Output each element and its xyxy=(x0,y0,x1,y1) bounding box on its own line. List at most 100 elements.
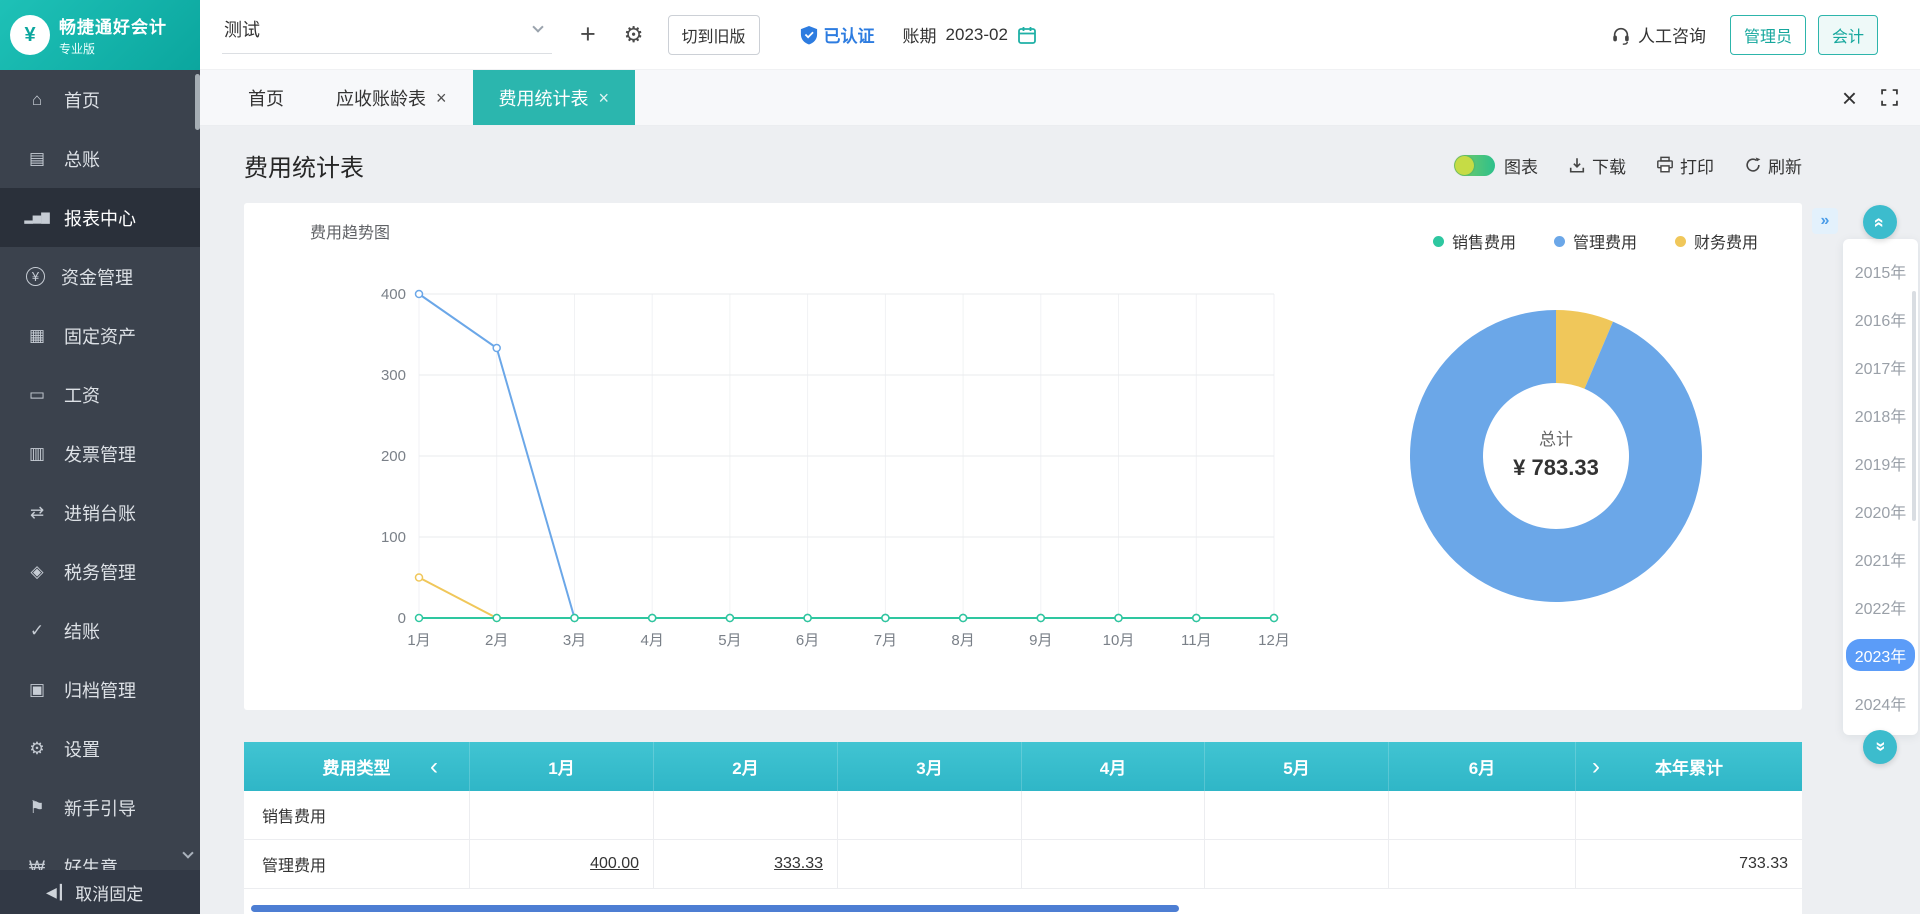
close-tab-bar-icon[interactable]: × xyxy=(1841,82,1857,113)
sidebar-item-label: 工资 xyxy=(64,385,100,406)
download-button[interactable]: 下载 xyxy=(1568,153,1626,178)
closing-icon: ✓ xyxy=(29,620,45,640)
year-item-2015[interactable]: 2015年 xyxy=(1843,247,1918,295)
sidebar-item-general-ledger[interactable]: ▤ 总账 xyxy=(0,129,200,188)
legend-label: 销售费用 xyxy=(1451,235,1516,252)
salary-icon: ▭ xyxy=(28,384,46,404)
print-icon xyxy=(1657,156,1673,173)
year-item-2021[interactable]: 2021年 xyxy=(1843,535,1918,583)
chart-view-toggle[interactable] xyxy=(1454,154,1495,176)
table-cell xyxy=(1022,840,1205,888)
svg-text:400: 400 xyxy=(381,286,406,303)
add-company-button[interactable]: + xyxy=(580,21,596,48)
sidebar-scroll-down-icon[interactable] xyxy=(182,844,194,862)
year-item-2023[interactable]: 2023年 xyxy=(1843,631,1918,679)
calendar-icon[interactable] xyxy=(1017,25,1037,45)
brand-edition: 专业版 xyxy=(59,42,96,56)
trade-icon: ⇄ xyxy=(29,502,45,522)
tab-3[interactable]: 费用统计表 × xyxy=(472,70,636,125)
year-item-2024[interactable]: 2024年 xyxy=(1843,679,1918,727)
page-header: 费用统计表 图表 下载 打印 刷新 xyxy=(244,142,1802,188)
download-icon xyxy=(1569,158,1585,173)
sidebar-item-archive-management[interactable]: ▣ 归档管理 xyxy=(0,660,200,719)
close-tab-icon[interactable]: × xyxy=(436,87,447,108)
year-item-2019[interactable]: 2019年 xyxy=(1843,439,1918,487)
table-cell xyxy=(1205,791,1389,839)
company-dropdown[interactable]: 测试 xyxy=(222,16,552,54)
horizontal-scrollbar[interactable] xyxy=(251,905,1179,912)
table-cell xyxy=(1022,791,1205,839)
fullscreen-icon[interactable] xyxy=(1881,89,1898,106)
column-header: 1月 xyxy=(470,742,654,791)
sidebar-item-label: 进销台账 xyxy=(64,503,136,524)
year-item-2016[interactable]: 2016年 xyxy=(1843,295,1918,343)
topbar: 测试 + ⚙ 切到旧版 已认证 账期 2023-02 人工咨询 管理员 会计 xyxy=(200,0,1920,70)
sidebar-item-label: 归档管理 xyxy=(64,680,136,701)
unpin-button[interactable]: ◀┃ 取消固定 xyxy=(0,870,200,914)
sidebar-item-beginner-guide[interactable]: ⚑ 新手引导 xyxy=(0,778,200,837)
svg-text:10月: 10月 xyxy=(1103,632,1135,649)
column-header: 2月 xyxy=(654,742,838,791)
next-months-icon[interactable]: › xyxy=(1592,752,1600,780)
account-settings-button[interactable]: ⚙ xyxy=(624,23,644,46)
prev-months-icon[interactable]: ‹ xyxy=(430,752,438,780)
year-panel-scrollbar[interactable] xyxy=(1912,291,1916,521)
print-label: 打印 xyxy=(1680,157,1714,177)
drilldown-link[interactable]: 400.00 xyxy=(590,855,639,872)
accountant-role-button[interactable]: 会计 xyxy=(1817,14,1878,55)
sidebar-item-tax-management[interactable]: ◈ 税务管理 xyxy=(0,542,200,601)
expand-year-panel-icon[interactable]: » xyxy=(1812,208,1838,234)
year-item-2020[interactable]: 2020年 xyxy=(1843,487,1918,535)
switch-old-version-button[interactable]: 切到旧版 xyxy=(667,14,760,55)
year-label: 2020年 xyxy=(1854,505,1907,522)
table-row: 销售费用 xyxy=(244,791,1802,840)
logo-icon: ¥ xyxy=(10,15,50,55)
sidebar-item-salary[interactable]: ▭ 工资 xyxy=(0,365,200,424)
tab-1[interactable]: 首页 xyxy=(222,70,310,125)
year-label: 2017年 xyxy=(1854,361,1907,378)
accounting-period: 账期 2023-02 xyxy=(903,22,1037,47)
admin-role-button[interactable]: 管理员 xyxy=(1729,14,1806,55)
print-button[interactable]: 打印 xyxy=(1656,153,1714,178)
asset-icon: ▦ xyxy=(28,325,46,345)
sidebar-item-report-center[interactable]: ▂▅▇ 报表中心 xyxy=(0,188,200,247)
expense-table-card: 费用类型 1月 2月 3月 4月 5月 6月 本年累计 ‹ › 销售费用 管理费用 400.00 3… xyxy=(244,742,1802,914)
year-label: 2022年 xyxy=(1854,601,1907,618)
sidebar-item-haoshengyi[interactable]: ₩ 好生意 xyxy=(0,837,200,871)
sidebar-item-fixed-assets[interactable]: ▦ 固定资产 xyxy=(0,306,200,365)
year-item-2022[interactable]: 2022年 xyxy=(1843,583,1918,631)
drilldown-link[interactable]: 333.33 xyxy=(774,855,823,872)
year-panel: 2015年 2016年 2017年 2018年 2019年 2020年 2021年 2022年… xyxy=(1843,239,1918,735)
svg-text:3月: 3月 xyxy=(563,632,586,649)
year-item-2017[interactable]: 2017年 xyxy=(1843,343,1918,391)
legend-item[interactable]: 财务费用 xyxy=(1674,229,1758,253)
consult-button[interactable]: 人工咨询 xyxy=(1611,22,1706,47)
download-label: 下载 xyxy=(1592,157,1626,177)
refresh-icon xyxy=(1746,157,1761,172)
tab-2[interactable]: 应收账龄表 × xyxy=(310,70,473,125)
period-value[interactable]: 2023-02 xyxy=(945,24,1008,44)
refresh-button[interactable]: 刷新 xyxy=(1744,153,1802,178)
close-tab-icon[interactable]: × xyxy=(598,87,610,108)
sidebar-scrollbar[interactable] xyxy=(195,74,200,130)
legend-item[interactable]: 管理费用 xyxy=(1553,229,1637,253)
table-cell xyxy=(470,791,654,839)
svg-text:4月: 4月 xyxy=(641,632,664,649)
year-label: 2015年 xyxy=(1854,265,1907,282)
sidebar-item-label: 报表中心 xyxy=(64,208,136,229)
sidebar-item-label: 税务管理 xyxy=(64,562,136,583)
years-scroll-up-button[interactable]: « xyxy=(1863,205,1897,239)
row-label: 销售费用 xyxy=(244,791,470,839)
year-item-2018[interactable]: 2018年 xyxy=(1843,391,1918,439)
sidebar-item-settings[interactable]: ⚙ 设置 xyxy=(0,719,200,778)
years-scroll-down-button[interactable]: « xyxy=(1863,730,1897,764)
sidebar: ¥ 畅捷通好会计 专业版 ⌂ 首页 ▤ 总账 ▂▅▇ 报表中心 ¥ 资金管理 ▦ 固定资产 ▭ 工资 ▥… xyxy=(0,0,200,914)
certified-label: 已认证 xyxy=(823,27,875,46)
chart-toggle-group: 图表 xyxy=(1454,153,1538,178)
sidebar-item-closing[interactable]: ✓ 结账 xyxy=(0,601,200,660)
sidebar-item-invoice-management[interactable]: ▥ 发票管理 xyxy=(0,424,200,483)
sidebar-item-purchase-sales-ledger[interactable]: ⇄ 进销台账 xyxy=(0,483,200,542)
sidebar-item-home[interactable]: ⌂ 首页 xyxy=(0,70,200,129)
sidebar-item-fund-management[interactable]: ¥ 资金管理 xyxy=(0,247,200,306)
legend-item[interactable]: 销售费用 xyxy=(1432,229,1516,253)
